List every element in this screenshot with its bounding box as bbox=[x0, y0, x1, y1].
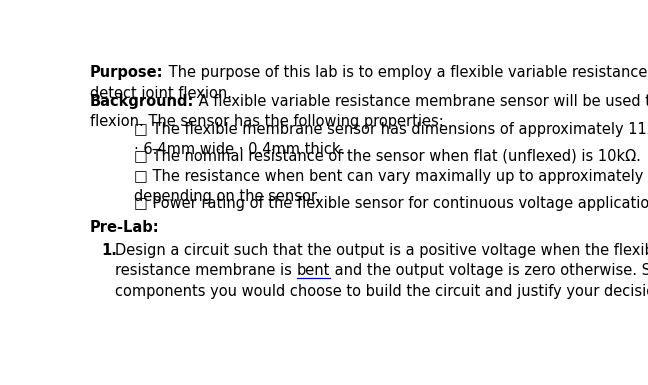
Text: □ The resistance when bent can vary maximally up to approximately 20kΩ - 50kΩ: □ The resistance when bent can vary maxi… bbox=[133, 169, 648, 184]
Text: 1.: 1. bbox=[101, 243, 117, 258]
Text: bent: bent bbox=[297, 263, 330, 278]
Text: A flexible variable resistance membrane sensor will be used to detect elbow join: A flexible variable resistance membrane … bbox=[194, 94, 648, 109]
Text: □ The flexible membrane sensor has dimensions of approximately 112mm long: □ The flexible membrane sensor has dimen… bbox=[133, 122, 648, 137]
Text: · 6.4mm wide · 0.4mm thick.: · 6.4mm wide · 0.4mm thick. bbox=[133, 142, 345, 157]
Text: and the output voltage is zero otherwise. Specify the: and the output voltage is zero otherwise… bbox=[330, 263, 648, 278]
Text: Pre-Lab:: Pre-Lab: bbox=[90, 219, 159, 234]
Text: detect joint flexion.: detect joint flexion. bbox=[90, 85, 232, 100]
Text: Design a circuit such that the output is a positive voltage when the flexible va: Design a circuit such that the output is… bbox=[115, 243, 648, 258]
Text: Purpose:: Purpose: bbox=[90, 65, 163, 80]
Text: flexion. The sensor has the following properties:: flexion. The sensor has the following pr… bbox=[90, 114, 444, 129]
Text: The purpose of this lab is to employ a flexible variable resistance membrane sen: The purpose of this lab is to employ a f… bbox=[163, 65, 648, 80]
Text: resistance membrane is: resistance membrane is bbox=[115, 263, 297, 278]
Text: components you would choose to build the circuit and justify your decision.: components you would choose to build the… bbox=[115, 284, 648, 299]
Text: depending on the sensor.: depending on the sensor. bbox=[133, 189, 320, 204]
Text: □ Power rating of the flexible sensor for continuous voltage application is 0.5W: □ Power rating of the flexible sensor fo… bbox=[133, 196, 648, 211]
Text: Background:: Background: bbox=[90, 94, 194, 109]
Text: □ The nominal resistance of the sensor when flat (unflexed) is 10kΩ.: □ The nominal resistance of the sensor w… bbox=[133, 149, 641, 164]
